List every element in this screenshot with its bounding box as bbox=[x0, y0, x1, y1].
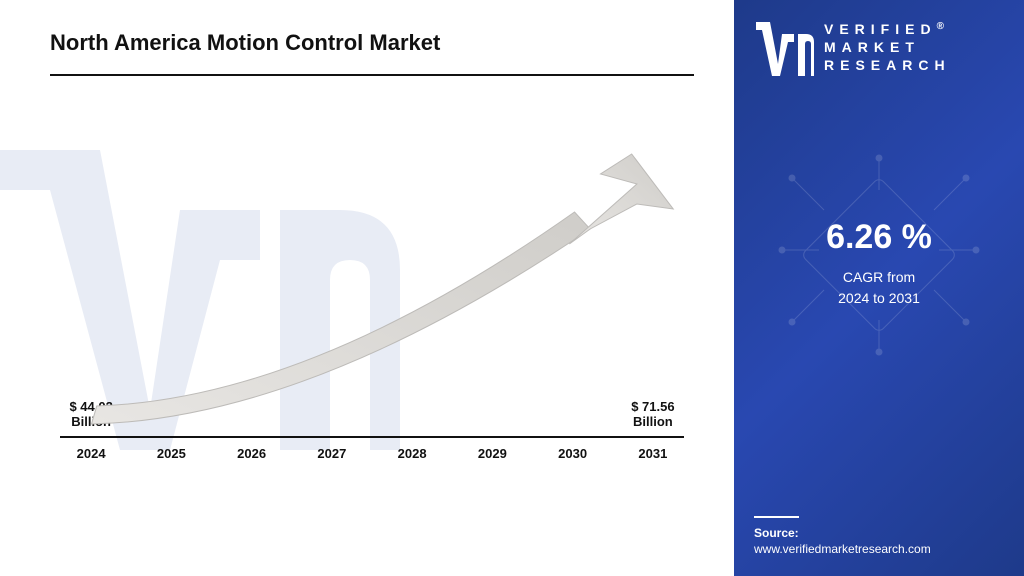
brand-text: VERIFIED® MARKET RESEARCH bbox=[824, 20, 951, 75]
source-label: Source: bbox=[754, 526, 1004, 540]
x-axis-label: 2031 bbox=[622, 446, 684, 461]
bar-group: $ 44.02Billion $ 71.56Billion bbox=[50, 96, 694, 436]
cagr-line-2: 2024 to 2031 bbox=[754, 288, 1004, 309]
source-url: www.verifiedmarketresearch.com bbox=[754, 542, 1004, 556]
chart-title: North America Motion Control Market bbox=[50, 30, 694, 56]
brand-logo: VERIFIED® MARKET RESEARCH bbox=[754, 20, 1004, 78]
cagr-line-1: CAGR from bbox=[754, 267, 1004, 288]
vmr-logo-icon bbox=[754, 20, 814, 78]
info-panel: VERIFIED® MARKET RESEARCH 6.26 % CAGR fr… bbox=[734, 0, 1024, 576]
brand-line-2: MARKET bbox=[824, 38, 951, 56]
x-axis-label: 2024 bbox=[60, 446, 122, 461]
cagr-block: 6.26 % CAGR from 2024 to 2031 bbox=[754, 218, 1004, 309]
x-axis-label: 2030 bbox=[542, 446, 604, 461]
chart-panel: North America Motion Control Market $ 44… bbox=[0, 0, 734, 576]
first-bar-label: $ 44.02Billion bbox=[69, 399, 112, 430]
x-axis-label: 2028 bbox=[381, 446, 443, 461]
brand-line-3: RESEARCH bbox=[824, 56, 951, 74]
last-bar-label: $ 71.56Billion bbox=[631, 399, 674, 430]
chart-area: $ 44.02Billion$ 71.56Billion 20242025202… bbox=[50, 96, 694, 476]
title-divider bbox=[50, 74, 694, 76]
infographic-container: North America Motion Control Market $ 44… bbox=[0, 0, 1024, 576]
x-axis-label: 2025 bbox=[140, 446, 202, 461]
x-axis-label: 2026 bbox=[221, 446, 283, 461]
brand-line-1: VERIFIED bbox=[824, 21, 937, 37]
x-axis-label: 2027 bbox=[301, 446, 363, 461]
source-divider bbox=[754, 516, 799, 518]
x-axis-labels: 2024 2025 2026 2027 2028 2029 2030 2031 bbox=[50, 438, 694, 461]
source-block: Source: www.verifiedmarketresearch.com bbox=[754, 510, 1004, 556]
registered-icon: ® bbox=[937, 21, 950, 32]
cagr-subtitle: CAGR from 2024 to 2031 bbox=[754, 267, 1004, 309]
x-axis-label: 2029 bbox=[461, 446, 523, 461]
cagr-value: 6.26 % bbox=[754, 218, 1004, 257]
